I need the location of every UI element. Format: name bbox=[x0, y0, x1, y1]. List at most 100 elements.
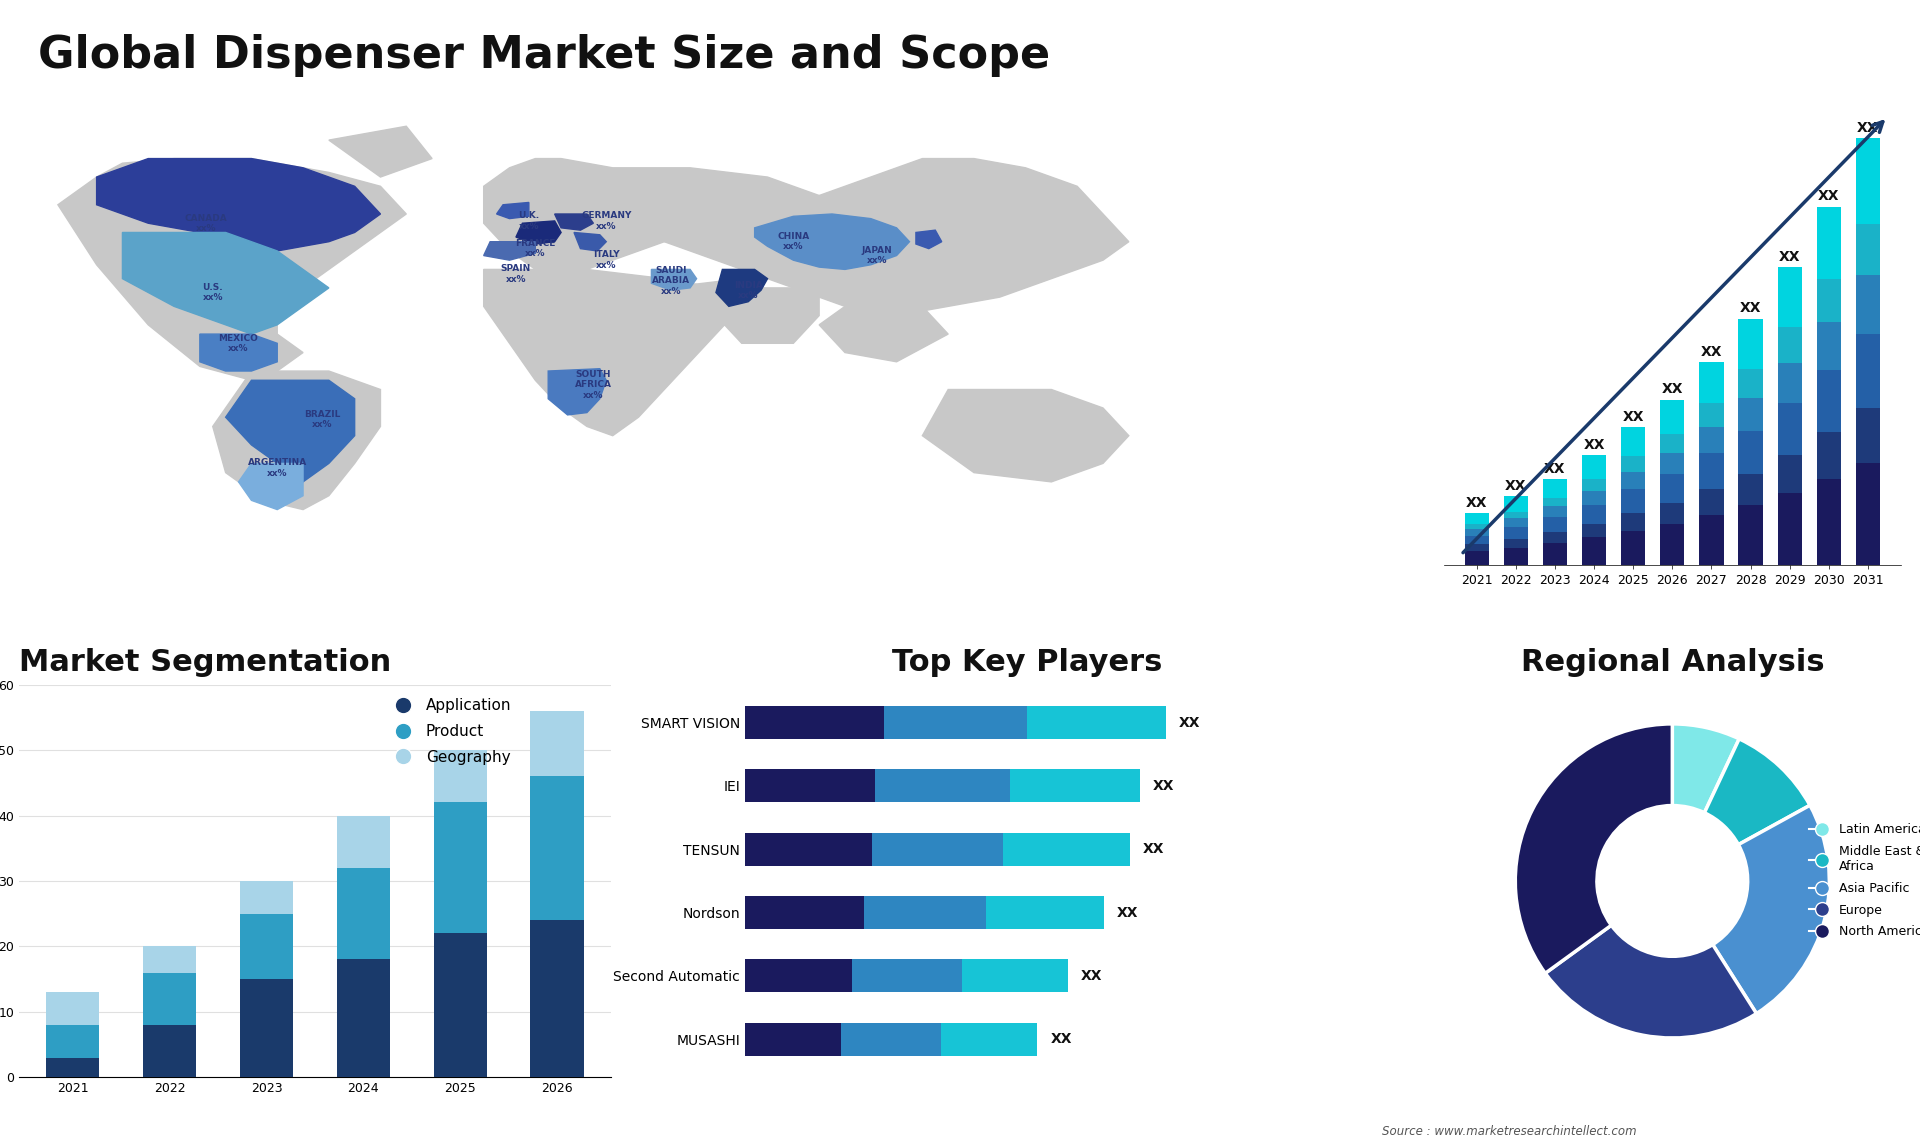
Text: GERMANY
xx%: GERMANY xx% bbox=[582, 211, 632, 230]
Legend: Latin America, Middle East &
Africa, Asia Pacific, Europe, North America: Latin America, Middle East & Africa, Asi… bbox=[1805, 818, 1920, 943]
Bar bbox=[336, 868, 390, 959]
Bar bbox=[962, 959, 1068, 992]
Bar bbox=[883, 706, 1027, 739]
Bar bbox=[1544, 517, 1567, 532]
Polygon shape bbox=[820, 306, 948, 362]
Polygon shape bbox=[922, 390, 1129, 481]
Bar bbox=[434, 933, 488, 1077]
Bar bbox=[1699, 489, 1724, 515]
Bar bbox=[1544, 507, 1567, 517]
Bar bbox=[1661, 434, 1684, 453]
Polygon shape bbox=[497, 203, 528, 219]
Text: XX: XX bbox=[1584, 438, 1605, 452]
Bar bbox=[864, 896, 985, 929]
Text: Market Segmentation: Market Segmentation bbox=[19, 647, 392, 677]
Bar bbox=[1661, 400, 1684, 434]
Bar bbox=[142, 947, 196, 973]
Bar bbox=[1620, 513, 1645, 531]
Bar bbox=[1778, 363, 1801, 403]
Bar bbox=[872, 833, 1002, 865]
Text: BRAZIL
xx%: BRAZIL xx% bbox=[303, 410, 340, 430]
Title: Regional Analysis: Regional Analysis bbox=[1521, 647, 1824, 677]
Bar bbox=[434, 802, 488, 933]
Polygon shape bbox=[227, 380, 355, 481]
Bar bbox=[1544, 532, 1567, 542]
Bar bbox=[434, 751, 488, 802]
Text: JAPAN
xx%: JAPAN xx% bbox=[862, 246, 893, 265]
Bar bbox=[1699, 453, 1724, 489]
Bar bbox=[1738, 473, 1763, 504]
Bar bbox=[1857, 408, 1880, 463]
Text: XX: XX bbox=[1740, 301, 1761, 315]
Circle shape bbox=[1597, 806, 1747, 956]
Polygon shape bbox=[716, 288, 820, 344]
Text: FRANCE
xx%: FRANCE xx% bbox=[515, 238, 555, 258]
Text: XX: XX bbox=[1780, 250, 1801, 264]
Bar bbox=[1503, 518, 1528, 527]
Polygon shape bbox=[200, 335, 276, 371]
Text: INDIA
xx%: INDIA xx% bbox=[733, 281, 762, 300]
Bar bbox=[1582, 490, 1607, 504]
Wedge shape bbox=[1546, 925, 1757, 1038]
Bar bbox=[1738, 431, 1763, 473]
Polygon shape bbox=[58, 158, 407, 380]
Text: CANADA
xx%: CANADA xx% bbox=[184, 213, 228, 233]
Polygon shape bbox=[484, 242, 536, 260]
Bar bbox=[745, 1022, 841, 1055]
Bar bbox=[1816, 370, 1841, 432]
Bar bbox=[1699, 515, 1724, 565]
Text: MEXICO
xx%: MEXICO xx% bbox=[219, 333, 259, 353]
Polygon shape bbox=[549, 369, 607, 415]
Bar bbox=[1503, 527, 1528, 539]
Text: XX: XX bbox=[1081, 968, 1102, 983]
Bar bbox=[1857, 275, 1880, 335]
Bar bbox=[745, 769, 876, 802]
Bar bbox=[142, 1025, 196, 1077]
Text: XX: XX bbox=[1622, 410, 1644, 424]
Bar bbox=[1582, 504, 1607, 524]
Polygon shape bbox=[916, 230, 941, 249]
Polygon shape bbox=[755, 214, 910, 269]
Bar bbox=[1027, 706, 1165, 739]
Bar bbox=[1778, 493, 1801, 565]
Bar bbox=[530, 711, 584, 776]
Bar bbox=[745, 896, 864, 929]
Bar bbox=[336, 816, 390, 868]
Polygon shape bbox=[716, 269, 768, 306]
Bar bbox=[1010, 769, 1140, 802]
Bar bbox=[941, 1022, 1037, 1055]
Text: XX: XX bbox=[1544, 462, 1565, 476]
Bar bbox=[1816, 206, 1841, 278]
Bar bbox=[1582, 537, 1607, 565]
Bar bbox=[1738, 504, 1763, 565]
Bar bbox=[46, 1025, 100, 1058]
Bar bbox=[1778, 403, 1801, 455]
Bar bbox=[1544, 497, 1567, 507]
Bar bbox=[1620, 489, 1645, 513]
Bar bbox=[876, 769, 1010, 802]
Text: U.S.
xx%: U.S. xx% bbox=[202, 283, 223, 303]
Bar bbox=[1620, 472, 1645, 489]
Bar bbox=[985, 896, 1104, 929]
Bar bbox=[1857, 463, 1880, 565]
Text: Global Dispenser Market Size and Scope: Global Dispenser Market Size and Scope bbox=[38, 34, 1050, 78]
Wedge shape bbox=[1515, 724, 1672, 973]
Bar bbox=[1465, 528, 1488, 535]
Bar bbox=[240, 913, 294, 979]
Bar bbox=[1544, 479, 1567, 497]
Bar bbox=[530, 776, 584, 920]
Text: XX: XX bbox=[1117, 905, 1139, 919]
Bar bbox=[745, 833, 872, 865]
Bar bbox=[1661, 473, 1684, 503]
Text: XX: XX bbox=[1152, 779, 1175, 793]
Bar bbox=[1816, 278, 1841, 322]
Text: XX: XX bbox=[1701, 345, 1722, 359]
Bar bbox=[841, 1022, 941, 1055]
Bar bbox=[1544, 542, 1567, 565]
Bar bbox=[1503, 496, 1528, 511]
Bar bbox=[1699, 403, 1724, 427]
Bar bbox=[745, 959, 852, 992]
Bar bbox=[1582, 479, 1607, 490]
Bar bbox=[1816, 322, 1841, 370]
Polygon shape bbox=[555, 214, 593, 230]
